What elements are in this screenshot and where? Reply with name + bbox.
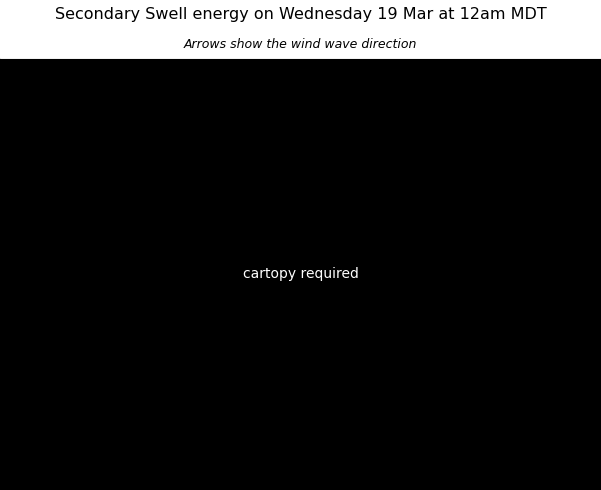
Text: cartopy required: cartopy required — [243, 268, 358, 281]
Text: Arrows show the wind wave direction: Arrows show the wind wave direction — [184, 38, 417, 50]
Text: Secondary Swell energy on Wednesday 19 Mar at 12am MDT: Secondary Swell energy on Wednesday 19 M… — [55, 7, 546, 22]
